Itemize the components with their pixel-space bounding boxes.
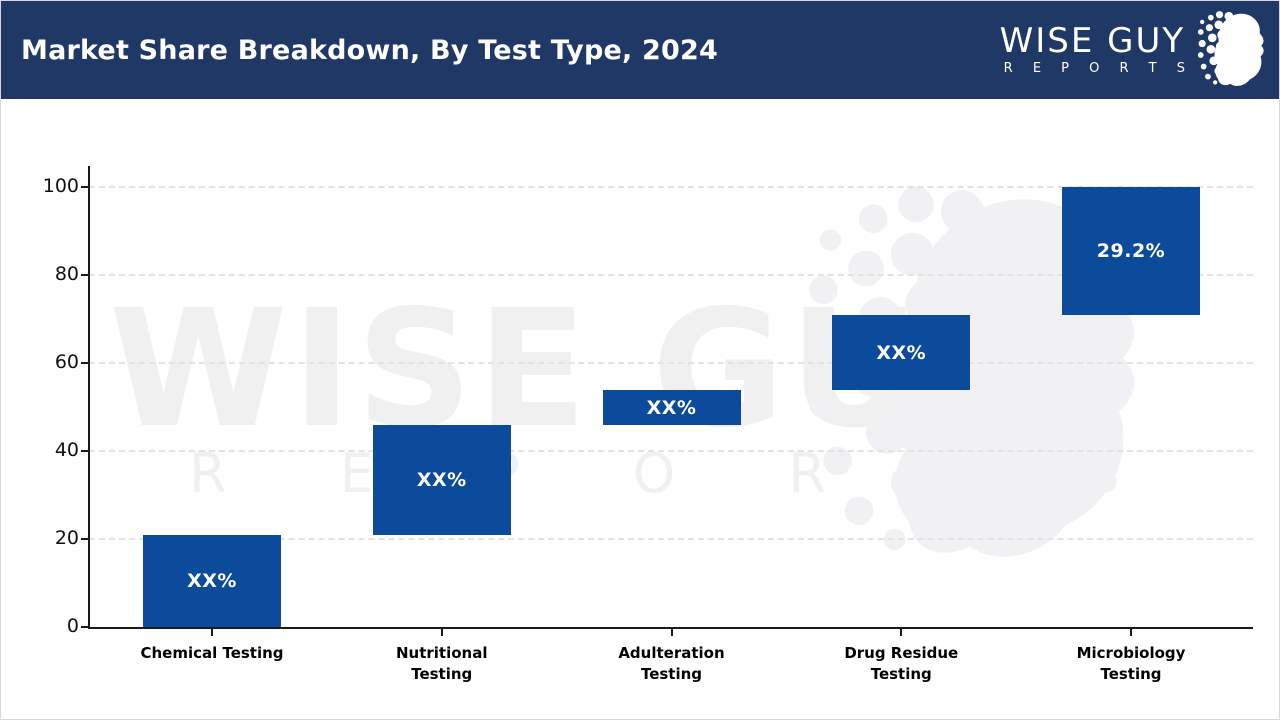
brand-logo-text: WISE GUY R E P O R T S (999, 20, 1193, 77)
y-tick-label: 0 (66, 615, 79, 637)
waterfall-chart: 0 20 40 60 80 100 XX% Chemical Testing XX% Nutrit… (1, 99, 1279, 719)
bar-value-label: XX% (876, 341, 927, 364)
gridline (89, 186, 1253, 188)
x-category-label: Microbiology Testing (1076, 644, 1186, 683)
page-title: Market Share Breakdown, By Test Type, 20… (21, 34, 719, 66)
bar-value-label: XX% (646, 396, 697, 419)
gridline (89, 538, 1253, 540)
y-tick-mark (81, 538, 89, 540)
bar-value-label: XX% (187, 570, 237, 593)
bar: 29.2% (1062, 187, 1200, 316)
brand-face-icon (1197, 11, 1264, 86)
x-tick-mark (211, 629, 213, 636)
x-category-label: Chemical Testing (140, 644, 284, 662)
gridline (89, 274, 1253, 276)
x-tick-mark (670, 629, 673, 636)
bar-value-label: XX% (416, 469, 467, 492)
y-tick-label: 20 (54, 527, 79, 549)
y-tick-mark (81, 450, 89, 452)
brand-subtitle: R E P O R T S (1003, 61, 1193, 77)
x-tick-mark (900, 629, 903, 636)
y-tick-mark (81, 274, 89, 276)
y-tick-mark (81, 362, 89, 364)
y-tick-mark (81, 626, 89, 628)
bar: XX% (602, 389, 741, 426)
bar: XX% (372, 425, 511, 536)
y-tick-label: 40 (54, 439, 79, 461)
bar: XX% (832, 315, 971, 390)
y-tick-label: 60 (54, 351, 79, 373)
y-axis-line (88, 166, 90, 629)
gridline (89, 362, 1253, 364)
x-category-label: Nutritional Testing (395, 644, 488, 683)
x-tick-mark (1130, 629, 1132, 636)
brand-name: WISE GUY (999, 20, 1186, 61)
bar-value-label: 29.2% (1096, 240, 1166, 263)
y-tick-label: 80 (54, 263, 79, 285)
x-category-label: Adulteration Testing (618, 644, 725, 683)
gridline (89, 450, 1253, 452)
x-axis-line (88, 627, 1253, 629)
x-category-label: Drug Residue Testing (844, 644, 959, 683)
y-tick-mark (81, 186, 89, 188)
brand-logo: WISE GUY R E P O R T S (1000, 8, 1267, 92)
bar: XX% (143, 535, 281, 627)
header: Market Share Breakdown, By Test Type, 20… (1, 1, 1279, 99)
y-tick-label: 100 (42, 175, 79, 197)
x-tick-mark (440, 629, 443, 636)
